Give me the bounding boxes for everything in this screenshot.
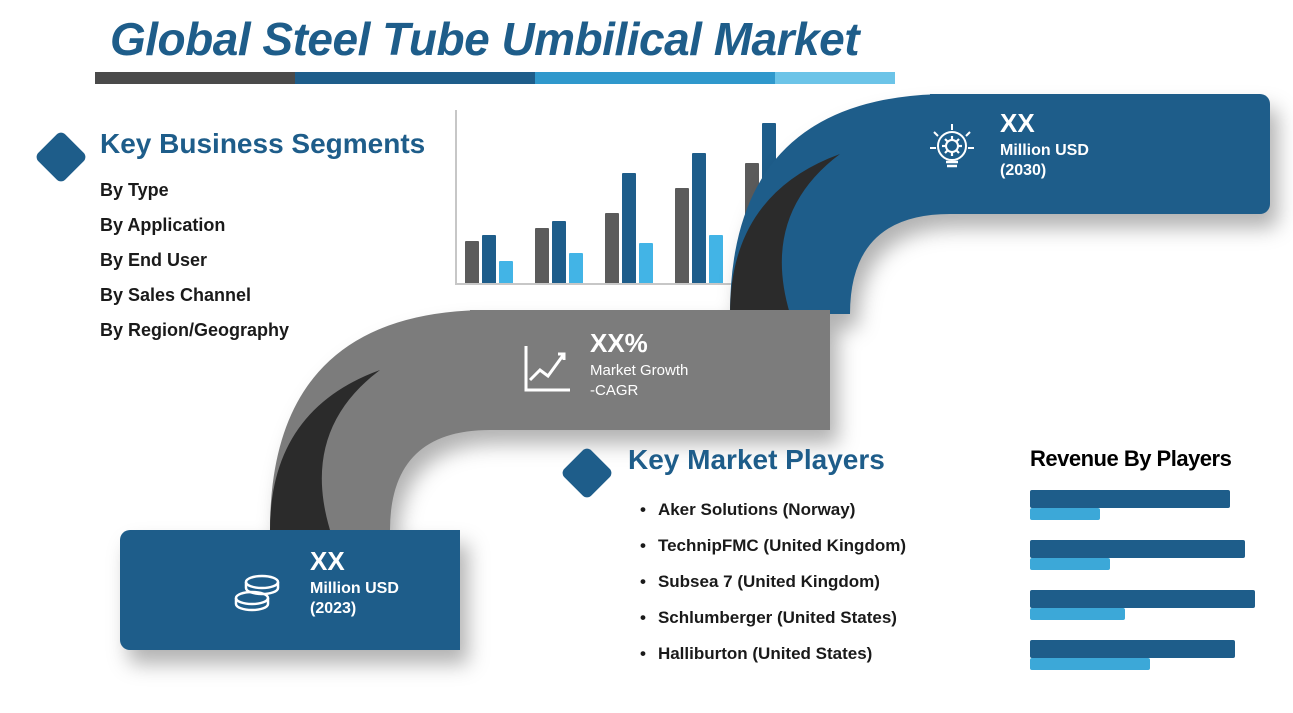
diamond-icon bbox=[34, 130, 88, 184]
revenue-bar-bottom bbox=[1030, 608, 1125, 620]
ribbon-mid-text: XX% Market Growth -CAGR bbox=[590, 328, 688, 400]
revenue-bar-bottom bbox=[1030, 558, 1110, 570]
revenue-bar-top bbox=[1030, 490, 1230, 508]
value-2023: XX bbox=[310, 546, 399, 577]
cagr-label1: Market Growth bbox=[590, 362, 688, 379]
year-2023: (2023) bbox=[310, 600, 356, 617]
year-2030: (2030) bbox=[1000, 162, 1046, 179]
cagr-label2: -CAGR bbox=[590, 382, 638, 399]
revenue-bar-pair bbox=[1030, 640, 1260, 670]
revenue-bar-bottom bbox=[1030, 658, 1150, 670]
revenue-bar-pair bbox=[1030, 490, 1260, 520]
revenue-bar-pair bbox=[1030, 540, 1260, 570]
player-item: TechnipFMC (United Kingdom) bbox=[640, 536, 906, 556]
cagr-value: XX% bbox=[590, 328, 688, 359]
coins-icon bbox=[230, 560, 286, 616]
value-2030: XX bbox=[1000, 108, 1160, 139]
page-title: Global Steel Tube Umbilical Market bbox=[110, 12, 859, 66]
ribbon-top-text: XX Million USD (2030) bbox=[1000, 108, 1160, 181]
ribbon-curve-top bbox=[730, 94, 950, 314]
ribbon-bottom-flat bbox=[120, 530, 460, 650]
revenue-bar-pair bbox=[1030, 590, 1260, 620]
player-item: Aker Solutions (Norway) bbox=[640, 500, 906, 520]
player-item: Halliburton (United States) bbox=[640, 644, 906, 664]
revenue-heading: Revenue By Players bbox=[1030, 446, 1231, 472]
revenue-bar-chart bbox=[1030, 490, 1260, 670]
unit-2030: Million USD bbox=[1000, 142, 1089, 159]
players-heading: Key Market Players bbox=[628, 444, 885, 476]
player-item: Schlumberger (United States) bbox=[640, 608, 906, 628]
lightbulb-gear-icon bbox=[924, 122, 980, 178]
growth-chart-icon bbox=[520, 340, 576, 396]
revenue-bar-bottom bbox=[1030, 508, 1100, 520]
ribbon-bottom-text: XX Million USD (2023) bbox=[310, 546, 399, 619]
player-item: Subsea 7 (United Kingdom) bbox=[640, 572, 906, 592]
revenue-bar-top bbox=[1030, 590, 1255, 608]
ribbon-curve-bottom bbox=[270, 310, 490, 530]
unit-2023: Million USD bbox=[310, 580, 399, 597]
revenue-bar-top bbox=[1030, 640, 1235, 658]
players-list: Aker Solutions (Norway) TechnipFMC (Unite… bbox=[640, 500, 906, 680]
revenue-bar-top bbox=[1030, 540, 1245, 558]
